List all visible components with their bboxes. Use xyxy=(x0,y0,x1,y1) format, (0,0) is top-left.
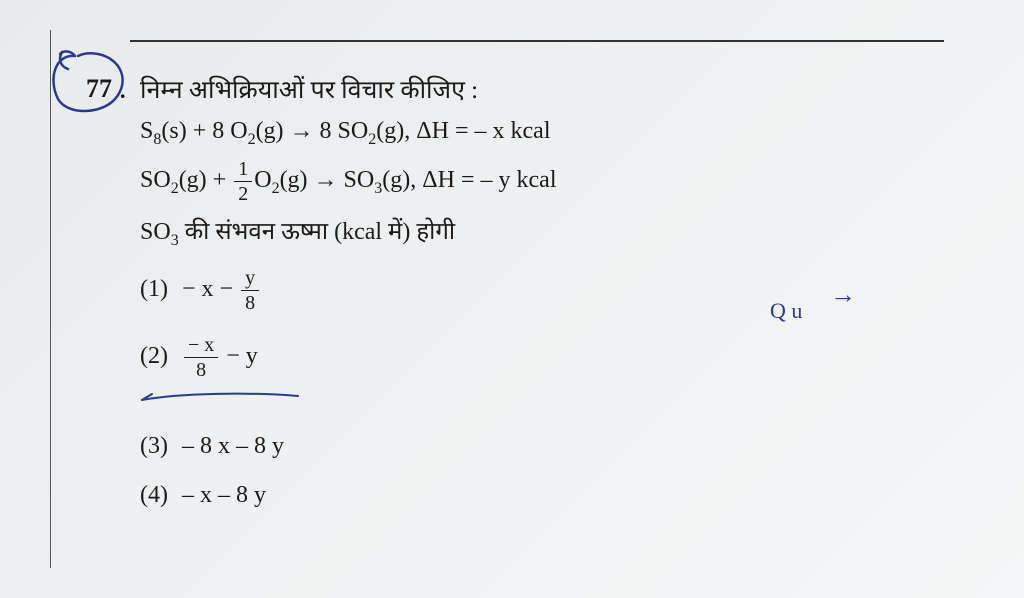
eq1-arrow: → 8 SO xyxy=(284,118,369,144)
equation-3: SO3 की संभवन ऊष्मा (kcal में) होगी xyxy=(140,214,964,250)
eq2-dh: , ΔH = – y kcal xyxy=(410,167,556,193)
eq1-state2: (g) xyxy=(256,118,284,144)
option-2-frac: − x 8 xyxy=(184,335,218,380)
option-2-post: − y xyxy=(226,343,258,369)
option-1-pre: − x − xyxy=(182,276,233,302)
eq1-dh: , ΔH = – x kcal xyxy=(404,118,550,144)
option-3-text: – 8 x – 8 y xyxy=(182,433,284,459)
option-1-frac-num: y xyxy=(241,268,259,291)
eq2-o2: O xyxy=(254,167,271,193)
horizontal-rule xyxy=(130,40,944,42)
eq2-state1: (g) + xyxy=(179,167,233,193)
eq1-o2-sub: 2 xyxy=(248,131,256,148)
eq2-state2: (g) → SO xyxy=(280,167,375,193)
question-prompt: निम्न अभिक्रियाओं पर विचार कीजिए : xyxy=(140,72,964,106)
handwritten-arrow-icon: → xyxy=(830,280,856,310)
eq1-state3: (g) xyxy=(376,118,404,144)
equation-1: S8(s) + 8 O2(g) → 8 SO2(g), ΔH = – x kca… xyxy=(140,118,964,149)
eq2-o2-sub: 2 xyxy=(272,180,280,197)
option-3: (3) – 8 x – 8 y xyxy=(140,433,964,460)
option-1-label: (1) xyxy=(140,276,168,302)
option-1-frac-den: 8 xyxy=(241,291,259,313)
eq1-plus: + 8 O xyxy=(187,118,248,144)
question-number-dot: . xyxy=(120,78,126,104)
option-3-label: (3) xyxy=(140,433,168,459)
eq2-state3: (g) xyxy=(382,167,410,193)
option-2: (2) − x 8 − y xyxy=(140,335,964,411)
question-block: 77 . निम्न अभिक्रियाओं पर विचार कीजिए : … xyxy=(50,72,964,531)
option-4-label: (4) xyxy=(140,482,168,508)
eq1-state1: (s) xyxy=(161,118,186,144)
equation-2: SO2(g) + 12O2(g) → SO3(g), ΔH = – y kcal xyxy=(140,159,964,204)
eq2-frac-den: 2 xyxy=(234,182,252,204)
eq1-s8: S xyxy=(140,118,153,144)
option-4: (4) – x – 8 y xyxy=(140,482,964,509)
option-2-underline xyxy=(140,384,300,411)
eq3-so3: SO xyxy=(140,219,171,245)
page: 77 . निम्न अभिक्रियाओं पर विचार कीजिए : … xyxy=(0,0,1024,598)
question-number-wrapper: 77 . xyxy=(50,72,140,531)
option-2-frac-den: 8 xyxy=(184,358,218,380)
option-4-text: – x – 8 y xyxy=(182,482,266,508)
handwritten-note: Q u xyxy=(770,298,802,324)
question-number: 77 xyxy=(86,74,112,104)
eq2-frac: 12 xyxy=(234,159,252,204)
option-1-frac: y 8 xyxy=(241,268,259,313)
eq2-frac-num: 1 xyxy=(234,159,252,182)
eq2-lhs: SO xyxy=(140,167,171,193)
option-2-frac-num: − x xyxy=(184,335,218,358)
option-2-label: (2) xyxy=(140,343,168,369)
eq3-rest: की संभवन ऊष्मा (kcal में) होगी xyxy=(179,219,455,245)
eq2-so2-sub: 2 xyxy=(171,180,179,197)
eq3-so3-sub: 3 xyxy=(171,232,179,249)
